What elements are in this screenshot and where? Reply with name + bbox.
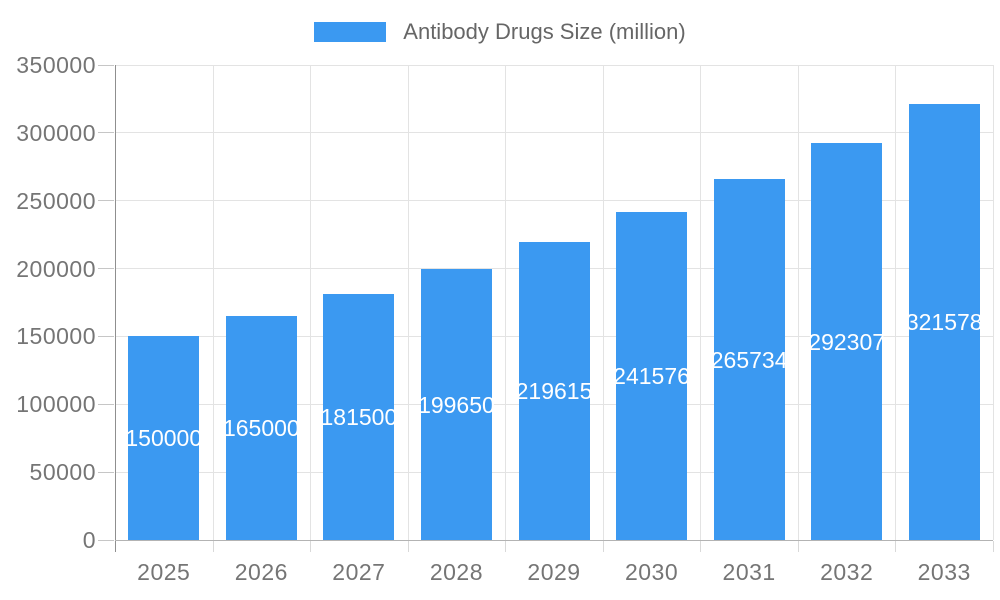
x-axis-tick xyxy=(408,541,409,552)
y-axis-tick xyxy=(98,335,114,337)
x-axis-tick-label: 2033 xyxy=(917,559,971,585)
x-axis-tick xyxy=(310,541,311,552)
y-axis-tick-label: 150000 xyxy=(16,323,96,350)
x-axis-tick xyxy=(213,541,214,552)
x-axis-labels: 2025 2026 2027 2028 2029 2030 2031 2032 2033 xyxy=(115,558,993,588)
y-axis-tick xyxy=(98,268,114,270)
y-axis-labels: 0 50000 100000 150000 200000 250000 300000 3500… xyxy=(0,53,96,552)
x-gridline xyxy=(407,65,409,540)
legend-swatch[interactable] xyxy=(314,22,387,42)
legend-label[interactable]: Antibody Drugs Size (million) xyxy=(403,19,686,44)
y-axis-tick xyxy=(98,200,114,202)
x-axis-tick-label: 2027 xyxy=(332,559,386,585)
y-axis-tick xyxy=(98,471,114,473)
bar[interactable] xyxy=(519,242,590,540)
legend[interactable]: Antibody Drugs Size (million) xyxy=(0,20,1000,44)
x-axis-tick xyxy=(798,541,799,552)
bar[interactable] xyxy=(128,336,199,540)
y-axis-tick-label: 350000 xyxy=(16,52,96,78)
x-gridline xyxy=(894,65,896,540)
y-gridline xyxy=(115,200,993,202)
y-gridline xyxy=(115,132,993,134)
x-gridline xyxy=(992,65,994,540)
x-axis-tick-label: 2030 xyxy=(624,559,679,585)
y-axis-tick xyxy=(98,403,114,405)
x-axis-tick-label: 2026 xyxy=(234,559,288,585)
x-gridline xyxy=(797,65,799,540)
x-axis-tick-label: 2031 xyxy=(722,559,776,585)
x-axis-tick xyxy=(505,541,506,552)
y-axis-tick xyxy=(98,539,114,541)
bar[interactable] xyxy=(323,294,394,540)
x-gridline xyxy=(699,65,701,540)
bar[interactable] xyxy=(421,269,492,540)
x-axis-tick xyxy=(993,541,994,552)
x-axis-tick-label: 2029 xyxy=(527,559,581,585)
y-axis-tick-label: 50000 xyxy=(29,459,96,486)
x-axis-tick xyxy=(895,541,896,552)
y-axis-tick-label: 0 xyxy=(82,527,96,553)
y-axis-tick-label: 100000 xyxy=(16,391,96,418)
y-axis-tick xyxy=(98,64,114,66)
y-axis-tick-label: 200000 xyxy=(16,255,96,282)
x-axis-tick-label: 2028 xyxy=(429,559,484,585)
x-gridline xyxy=(309,65,311,540)
bar[interactable] xyxy=(714,179,785,540)
bar[interactable] xyxy=(909,104,980,540)
y-axis-tick xyxy=(98,132,114,134)
y-axis-tick-label: 250000 xyxy=(16,187,96,214)
x-axis-tick xyxy=(603,541,604,552)
x-gridline xyxy=(212,65,214,540)
bar[interactable] xyxy=(811,143,882,540)
y-axis-line xyxy=(115,65,116,552)
y-axis-tick-label: 300000 xyxy=(16,119,96,146)
x-axis-tick xyxy=(700,541,701,552)
x-axis-tick-label: 2032 xyxy=(820,559,874,585)
x-axis-tick-label: 2025 xyxy=(137,559,191,585)
x-gridline xyxy=(504,65,506,540)
y-gridline xyxy=(115,64,993,66)
bar[interactable] xyxy=(226,316,297,540)
x-axis-line xyxy=(115,540,993,541)
bar[interactable] xyxy=(616,212,687,540)
x-gridline xyxy=(602,65,604,540)
plot-area: 150000 165000 181500 199650 219615 241576 2657… xyxy=(115,64,994,540)
